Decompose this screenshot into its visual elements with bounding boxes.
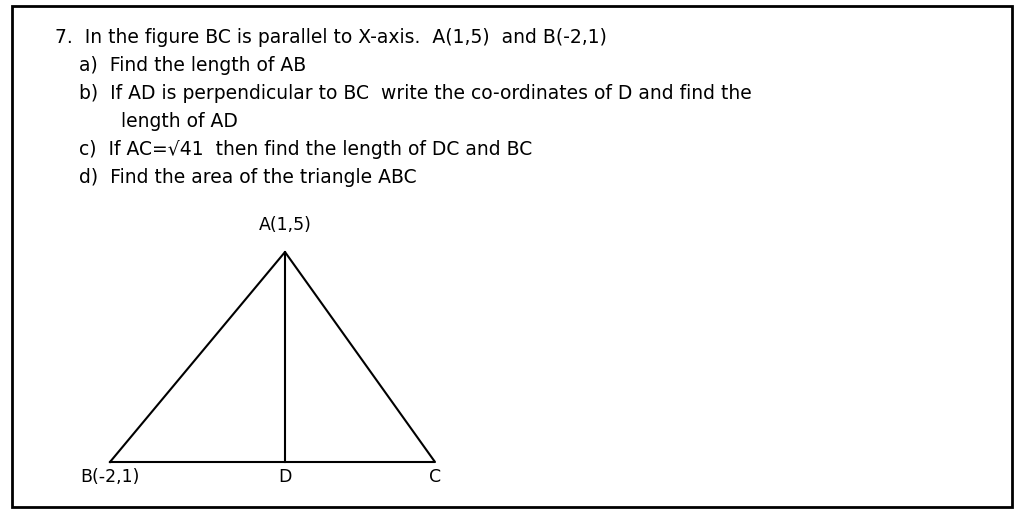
- Text: 7.  In the figure BC is parallel to X-axis.  A(1,5)  and B(-2,1): 7. In the figure BC is parallel to X-axi…: [55, 28, 607, 47]
- Text: A(1,5): A(1,5): [259, 216, 311, 234]
- Text: c)  If AC=√41  then find the length of DC and BC: c) If AC=√41 then find the length of DC …: [55, 140, 532, 159]
- Text: C: C: [429, 468, 441, 486]
- Text: B(-2,1): B(-2,1): [80, 468, 139, 486]
- Text: length of AD: length of AD: [55, 112, 238, 131]
- Text: d)  Find the area of the triangle ABC: d) Find the area of the triangle ABC: [55, 168, 417, 187]
- Text: D: D: [279, 468, 292, 486]
- Text: b)  If AD is perpendicular to BC  write the co-ordinates of D and find the: b) If AD is perpendicular to BC write th…: [55, 84, 752, 103]
- Text: a)  Find the length of AB: a) Find the length of AB: [55, 56, 306, 75]
